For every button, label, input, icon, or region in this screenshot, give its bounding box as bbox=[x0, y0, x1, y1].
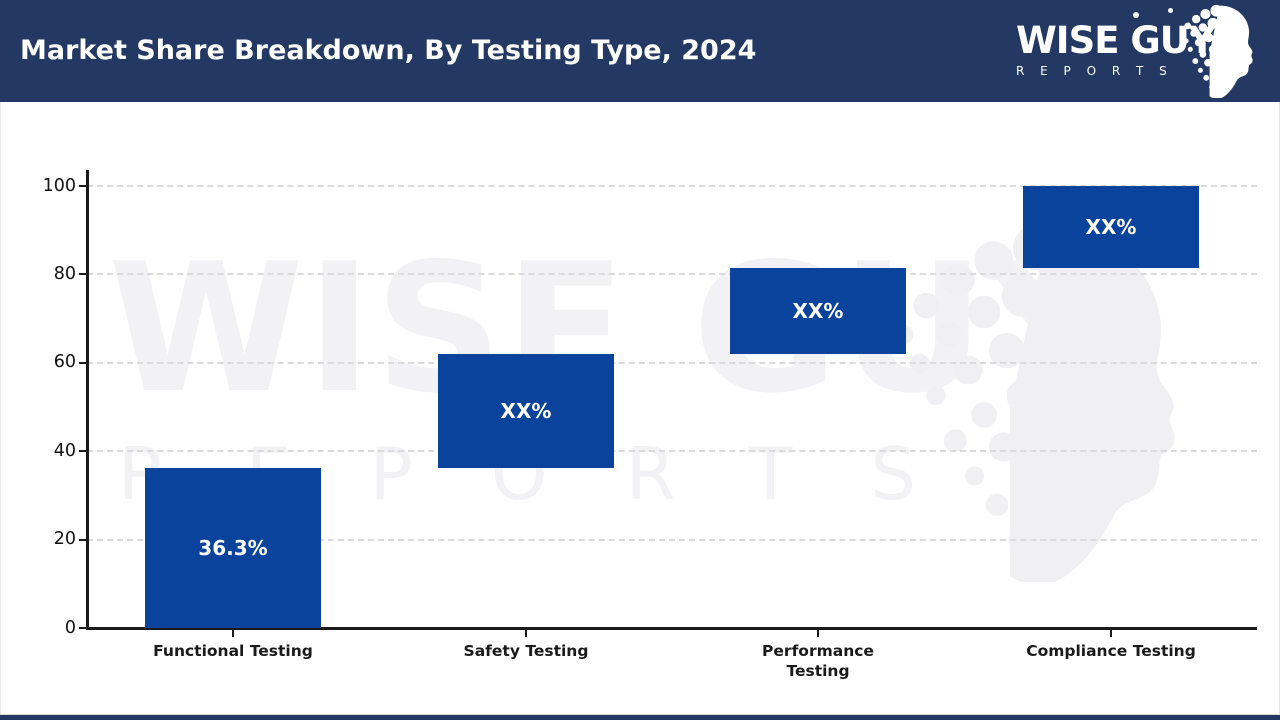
x-category-label: Performance Testing bbox=[708, 641, 928, 681]
bar: XX% bbox=[1023, 186, 1199, 268]
logo-wordmark: WISE GUY bbox=[1016, 19, 1216, 62]
wiseguy-head-icon bbox=[1179, 4, 1253, 98]
x-axis-tick bbox=[1110, 629, 1112, 637]
x-axis-tick bbox=[525, 629, 527, 637]
gridline bbox=[87, 538, 1257, 541]
y-axis bbox=[86, 170, 89, 629]
logo-reports-label: R E P O R T S bbox=[1016, 64, 1173, 78]
x-axis bbox=[86, 627, 1257, 630]
y-axis-tick bbox=[79, 450, 87, 453]
logo-dot-icon bbox=[1168, 8, 1173, 13]
x-category-label-line: Safety Testing bbox=[463, 642, 589, 660]
bar-value-label: 36.3% bbox=[198, 536, 268, 560]
x-category-label-line: Compliance Testing bbox=[1026, 642, 1196, 660]
bar: XX% bbox=[438, 354, 614, 468]
x-category-label: Safety Testing bbox=[416, 641, 636, 661]
bar-value-label: XX% bbox=[500, 399, 552, 423]
y-axis-tick bbox=[79, 538, 87, 541]
gridline bbox=[87, 450, 1257, 453]
x-category-label-line: Functional Testing bbox=[153, 642, 313, 660]
y-axis-tick bbox=[79, 273, 87, 276]
x-category-label: Compliance Testing bbox=[1001, 641, 1221, 661]
bar-value-label: XX% bbox=[792, 299, 844, 323]
logo-text-block: WISE GUY R E P O R T S bbox=[1016, 19, 1216, 78]
gridline bbox=[87, 185, 1257, 187]
y-tick-label: 40 bbox=[53, 440, 76, 461]
y-axis-tick bbox=[79, 361, 87, 364]
y-tick-label: 100 bbox=[42, 175, 76, 196]
footer-bar bbox=[0, 714, 1280, 720]
gridline bbox=[87, 273, 1257, 276]
bar: XX% bbox=[730, 268, 906, 354]
wiseguy-head-watermark-icon bbox=[894, 225, 1175, 582]
x-axis-tick bbox=[817, 629, 819, 637]
y-tick-label: 80 bbox=[53, 263, 76, 284]
x-category-label-line: Testing bbox=[786, 662, 850, 681]
y-tick-label: 0 bbox=[64, 617, 76, 638]
bar: 36.3% bbox=[145, 468, 321, 628]
y-axis-tick bbox=[79, 627, 87, 629]
x-category-label-line: Performance bbox=[762, 642, 874, 660]
x-axis-tick bbox=[232, 629, 234, 637]
page-title: Market Share Breakdown, By Testing Type,… bbox=[20, 35, 757, 66]
bar-value-label: XX% bbox=[1085, 215, 1137, 239]
header-bar: Market Share Breakdown, By Testing Type,… bbox=[0, 0, 1280, 102]
x-category-label: Functional Testing bbox=[123, 641, 343, 661]
gridline bbox=[87, 361, 1257, 364]
y-axis-tick bbox=[79, 185, 87, 187]
wiseguy-logo: WISE GUY R E P O R T S bbox=[1016, 4, 1266, 98]
y-tick-label: 60 bbox=[53, 352, 76, 373]
y-tick-label: 20 bbox=[53, 529, 76, 550]
logo-dot-icon bbox=[1133, 12, 1139, 18]
